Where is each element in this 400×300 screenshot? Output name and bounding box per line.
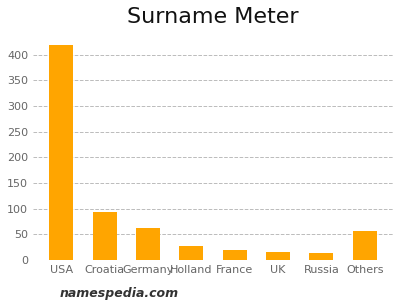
Title: Surname Meter: Surname Meter bbox=[127, 7, 299, 27]
Bar bbox=[136, 228, 160, 260]
Bar bbox=[93, 212, 116, 260]
Bar bbox=[310, 253, 333, 260]
Bar bbox=[353, 231, 377, 260]
Bar bbox=[266, 252, 290, 260]
Bar bbox=[223, 250, 246, 260]
Bar bbox=[179, 246, 203, 260]
Text: namespedia.com: namespedia.com bbox=[60, 287, 179, 300]
Bar bbox=[49, 45, 73, 260]
